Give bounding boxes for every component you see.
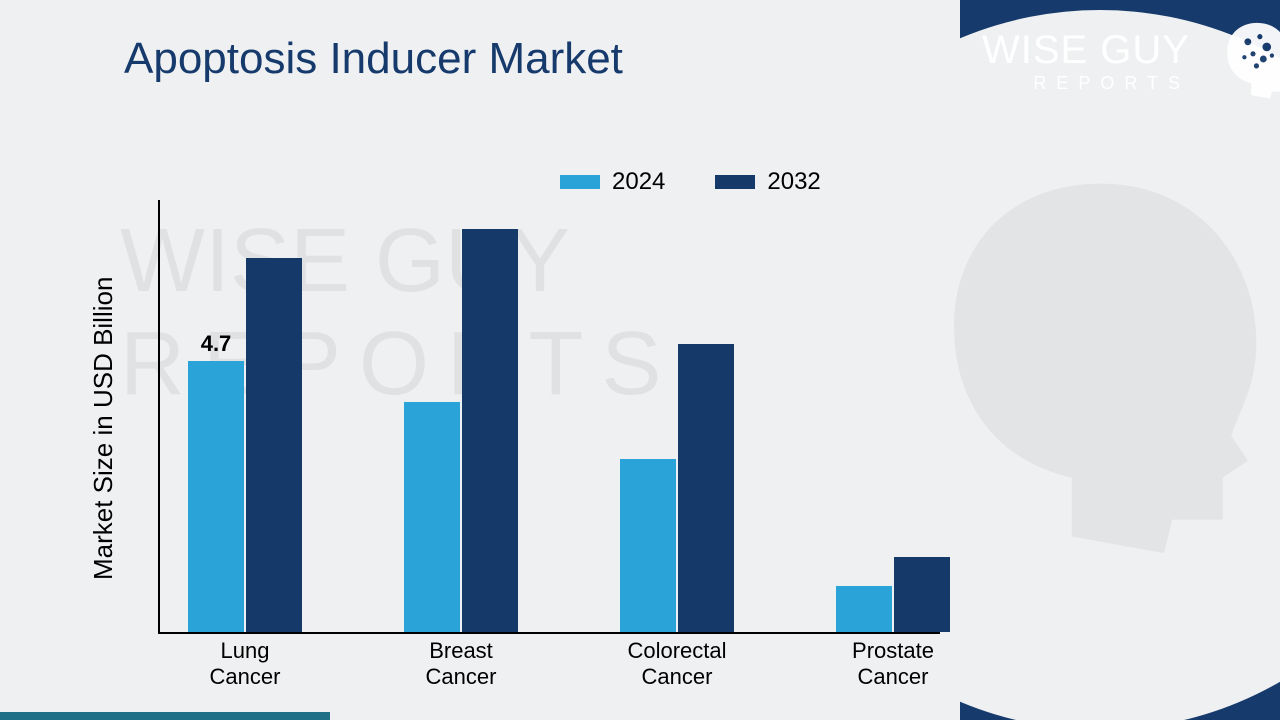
bar [188,361,244,632]
brand-line1: WISE GUY [982,28,1190,73]
legend-label: 2024 [612,168,665,196]
bar [404,402,460,632]
bar [836,586,892,632]
brand-head-icon [1210,16,1280,102]
bar [678,344,734,632]
y-axis-label: Market Size in USD Billion [88,277,119,580]
chart-title: Apoptosis Inducer Market [124,34,623,84]
plot-area: 4.7Lung CancerBreast CancerColorectal Ca… [158,200,940,634]
legend-item: 2024 [560,168,665,196]
legend-swatch [715,175,755,189]
bar-value-label: 4.7 [201,331,232,357]
legend-swatch [560,175,600,189]
brand-logo: WISE GUY REPORTS [982,28,1190,94]
bar [462,229,518,632]
bar [620,459,676,632]
category-label: Lung Cancer [165,632,325,690]
legend-label: 2032 [767,168,820,196]
bar [894,557,950,632]
bottom-accent-bar [0,712,330,720]
brand-line2: REPORTS [982,73,1190,94]
category-label: Colorectal Cancer [597,632,757,690]
legend: 2024 2032 [560,168,821,196]
category-label: Breast Cancer [381,632,541,690]
legend-item: 2032 [715,168,820,196]
bar [246,258,302,632]
category-label: Prostate Cancer [813,632,973,690]
